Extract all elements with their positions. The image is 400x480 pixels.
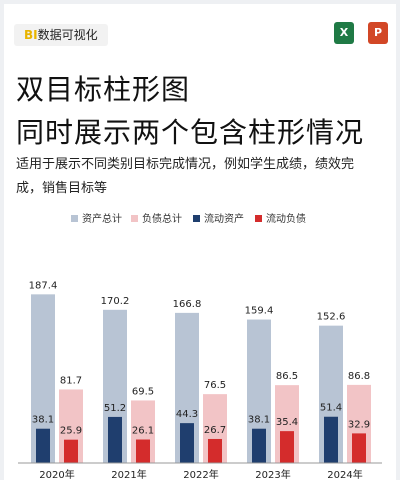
data-label: 166.8 [173, 299, 202, 310]
x-tick-label: 2023年 [255, 468, 290, 480]
bar-4 [352, 433, 366, 463]
bar-4 [280, 431, 294, 463]
bar-3 [108, 416, 122, 463]
legend-swatch [71, 215, 78, 222]
data-label: 69.5 [132, 386, 154, 397]
data-label: 51.2 [104, 403, 126, 414]
bar-3 [180, 423, 194, 463]
data-label: 44.3 [176, 409, 198, 420]
legend-label: 资产总计 [82, 212, 122, 225]
x-tick-label: 2021年 [111, 468, 146, 480]
excel-icon[interactable]: X [334, 22, 354, 44]
data-label: 32.9 [348, 419, 370, 430]
data-label: 38.1 [32, 415, 54, 426]
data-label: 26.1 [132, 426, 154, 437]
legend-swatch [193, 215, 200, 222]
data-label: 25.9 [60, 426, 82, 437]
x-tick-label: 2024年 [327, 468, 362, 480]
data-label: 35.4 [276, 417, 298, 428]
bi-tag: BI数据可视化 [14, 24, 108, 46]
bar-3 [252, 428, 266, 463]
bar-4 [64, 439, 78, 463]
legend-swatch [131, 215, 138, 222]
bar-4 [136, 439, 150, 463]
bar-3 [324, 416, 338, 463]
data-label: 187.4 [29, 280, 58, 291]
data-label: 76.5 [204, 380, 226, 391]
bi-tag-text: 数据可视化 [37, 28, 98, 42]
page-subtitle: 同时展示两个包含柱形情况 [16, 116, 365, 149]
x-tick-label: 2022年 [183, 468, 218, 480]
legend-swatch [255, 215, 262, 222]
data-label: 38.1 [248, 415, 270, 426]
legend-label: 流动负债 [266, 212, 306, 225]
legend-label: 负债总计 [142, 212, 182, 225]
powerpoint-icon[interactable]: P [368, 22, 388, 44]
data-label: 170.2 [101, 296, 130, 307]
legend-label: 流动资产 [204, 212, 244, 225]
bar-3 [36, 428, 50, 463]
page-title: 双目标柱形图 [16, 73, 191, 106]
bi-tag-prefix: BI [24, 28, 38, 42]
bar-4 [208, 438, 222, 463]
page-description: 适用于展示不同类别目标完成情况，例如学生成绩，绩效完成，销售目标等 [16, 157, 355, 196]
data-label: 26.7 [204, 425, 226, 436]
data-label: 86.5 [276, 371, 298, 382]
x-tick-label: 2020年 [39, 468, 74, 480]
data-label: 86.8 [348, 371, 370, 382]
data-label: 159.4 [245, 306, 274, 317]
data-label: 152.6 [317, 312, 346, 323]
data-label: 81.7 [60, 375, 82, 386]
data-label: 51.4 [320, 403, 342, 414]
